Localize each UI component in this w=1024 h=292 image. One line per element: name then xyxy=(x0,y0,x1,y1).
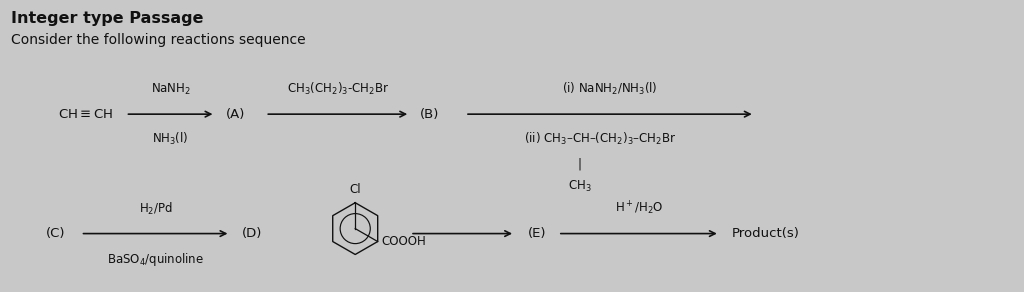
Text: (ii) CH$_3$–CH–(CH$_2$)$_3$–CH$_2$Br: (ii) CH$_3$–CH–(CH$_2$)$_3$–CH$_2$Br xyxy=(524,131,676,147)
Text: NaNH$_2$: NaNH$_2$ xyxy=(151,82,190,97)
Text: |: | xyxy=(578,158,582,171)
Text: CH$_3$(CH$_2$)$_3$-CH$_2$Br: CH$_3$(CH$_2$)$_3$-CH$_2$Br xyxy=(287,81,389,97)
Text: (i) NaNH$_2$/NH$_3$(l): (i) NaNH$_2$/NH$_3$(l) xyxy=(562,81,657,97)
Text: CH$_3$: CH$_3$ xyxy=(568,179,592,194)
Text: Integer type Passage: Integer type Passage xyxy=(10,11,203,26)
Text: Consider the following reactions sequence: Consider the following reactions sequenc… xyxy=(10,32,305,46)
Text: BaSO$_4$/quinoline: BaSO$_4$/quinoline xyxy=(106,251,204,267)
Text: NH$_3$(l): NH$_3$(l) xyxy=(153,131,188,147)
Text: Cl: Cl xyxy=(349,183,361,196)
Text: (C): (C) xyxy=(46,227,66,240)
Text: (A): (A) xyxy=(225,108,245,121)
Text: (D): (D) xyxy=(243,227,263,240)
Text: COOOH: COOOH xyxy=(382,235,426,248)
Text: Product(s): Product(s) xyxy=(732,227,800,240)
Text: (B): (B) xyxy=(420,108,439,121)
Text: H$^+$/H$_2$O: H$^+$/H$_2$O xyxy=(614,199,663,217)
Text: H$_2$/Pd: H$_2$/Pd xyxy=(138,201,172,217)
Text: (E): (E) xyxy=(528,227,547,240)
Text: CH$\equiv$CH: CH$\equiv$CH xyxy=(58,108,114,121)
